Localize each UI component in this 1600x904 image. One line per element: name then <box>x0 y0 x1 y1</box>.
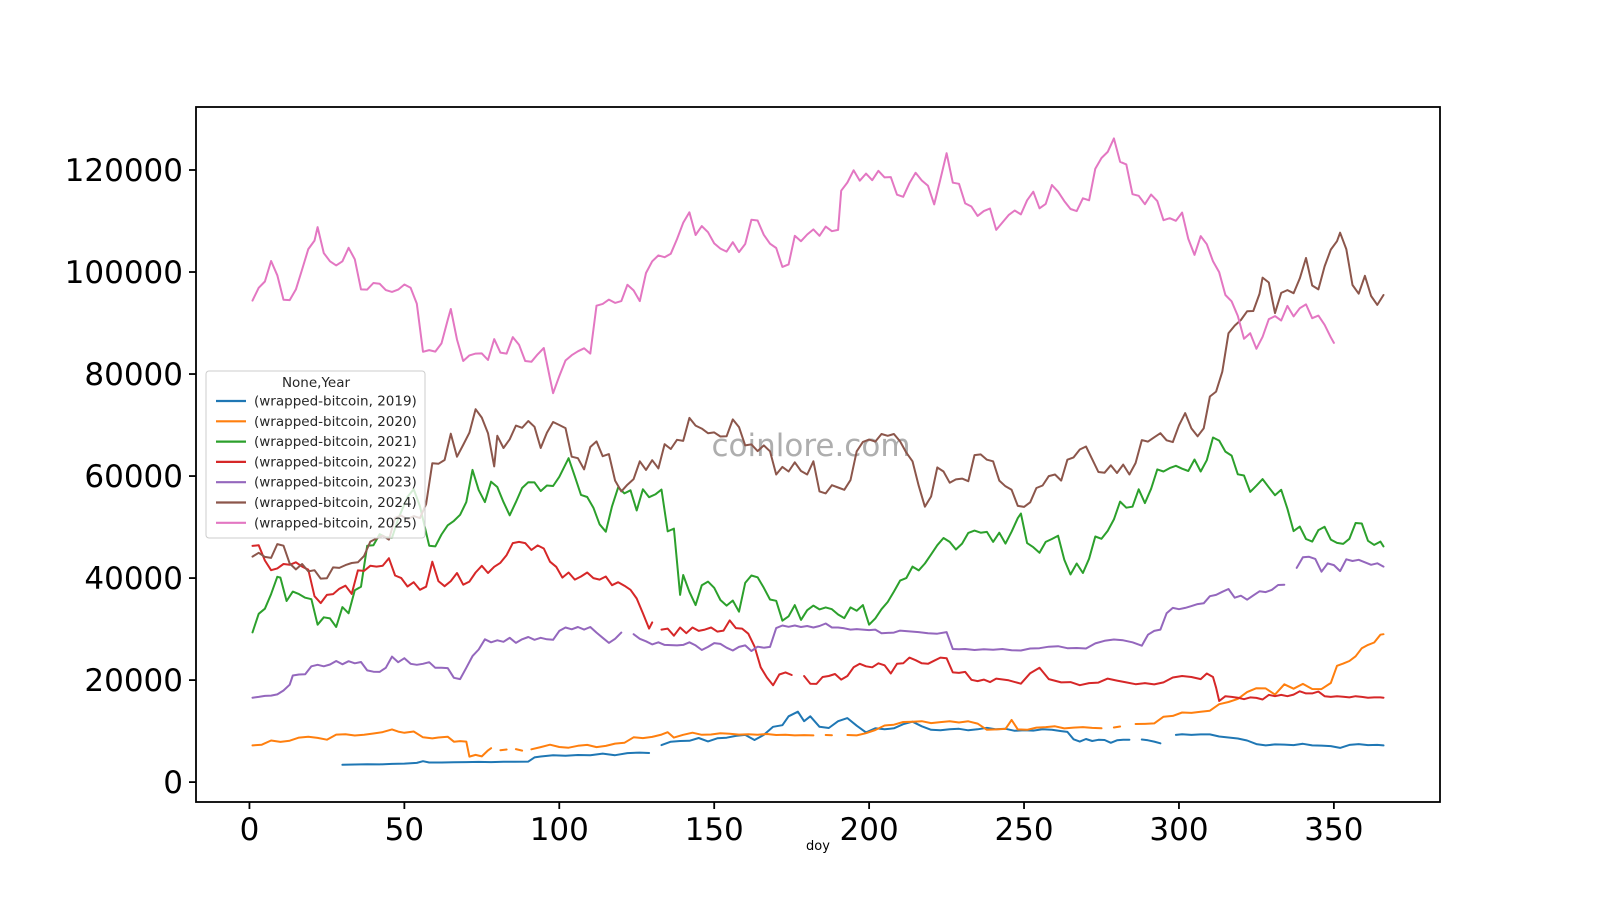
y-tick-label: 0 <box>163 765 183 801</box>
plot-border <box>195 106 1441 803</box>
x-tick-label: 200 <box>840 812 899 848</box>
y-tick-label: 80000 <box>84 357 183 393</box>
series-line-2024 <box>251 231 1385 580</box>
x-tick-label: 300 <box>1149 812 1208 848</box>
legend-label-2024: (wrapped-bitcoin, 2024) <box>254 495 417 511</box>
x-tick-label: 0 <box>240 812 260 848</box>
y-tick-label: 60000 <box>84 459 183 495</box>
legend-label-2023: (wrapped-bitcoin, 2023) <box>254 475 417 491</box>
legend-label-2020: (wrapped-bitcoin, 2020) <box>254 414 417 430</box>
x-tick-label: 50 <box>385 812 424 848</box>
legend-label-2021: (wrapped-bitcoin, 2021) <box>254 434 417 450</box>
series-line-2025 <box>251 137 1335 395</box>
legend-title: None,Year <box>282 375 351 391</box>
series-line-2023 <box>251 555 1385 699</box>
y-tick-label: 40000 <box>84 561 183 597</box>
x-tick-label: 150 <box>685 812 744 848</box>
series-line-2019 <box>341 710 1385 766</box>
x-tick-label: 350 <box>1304 812 1363 848</box>
series-line-2021 <box>251 436 1385 634</box>
legend-label-2019: (wrapped-bitcoin, 2019) <box>254 394 417 410</box>
y-tick-label: 120000 <box>65 153 183 189</box>
legend-label-2022: (wrapped-bitcoin, 2022) <box>254 454 417 470</box>
legend-label-2025: (wrapped-bitcoin, 2025) <box>254 515 417 531</box>
x-axis-label: doy <box>806 839 830 854</box>
y-tick-label: 100000 <box>65 255 183 291</box>
x-tick-label: 100 <box>530 812 589 848</box>
series-line-2020 <box>251 633 1385 758</box>
series-line-2022 <box>251 540 1385 702</box>
legend-box <box>205 370 426 539</box>
x-tick-label: 250 <box>994 812 1053 848</box>
y-tick-label: 20000 <box>84 663 183 699</box>
